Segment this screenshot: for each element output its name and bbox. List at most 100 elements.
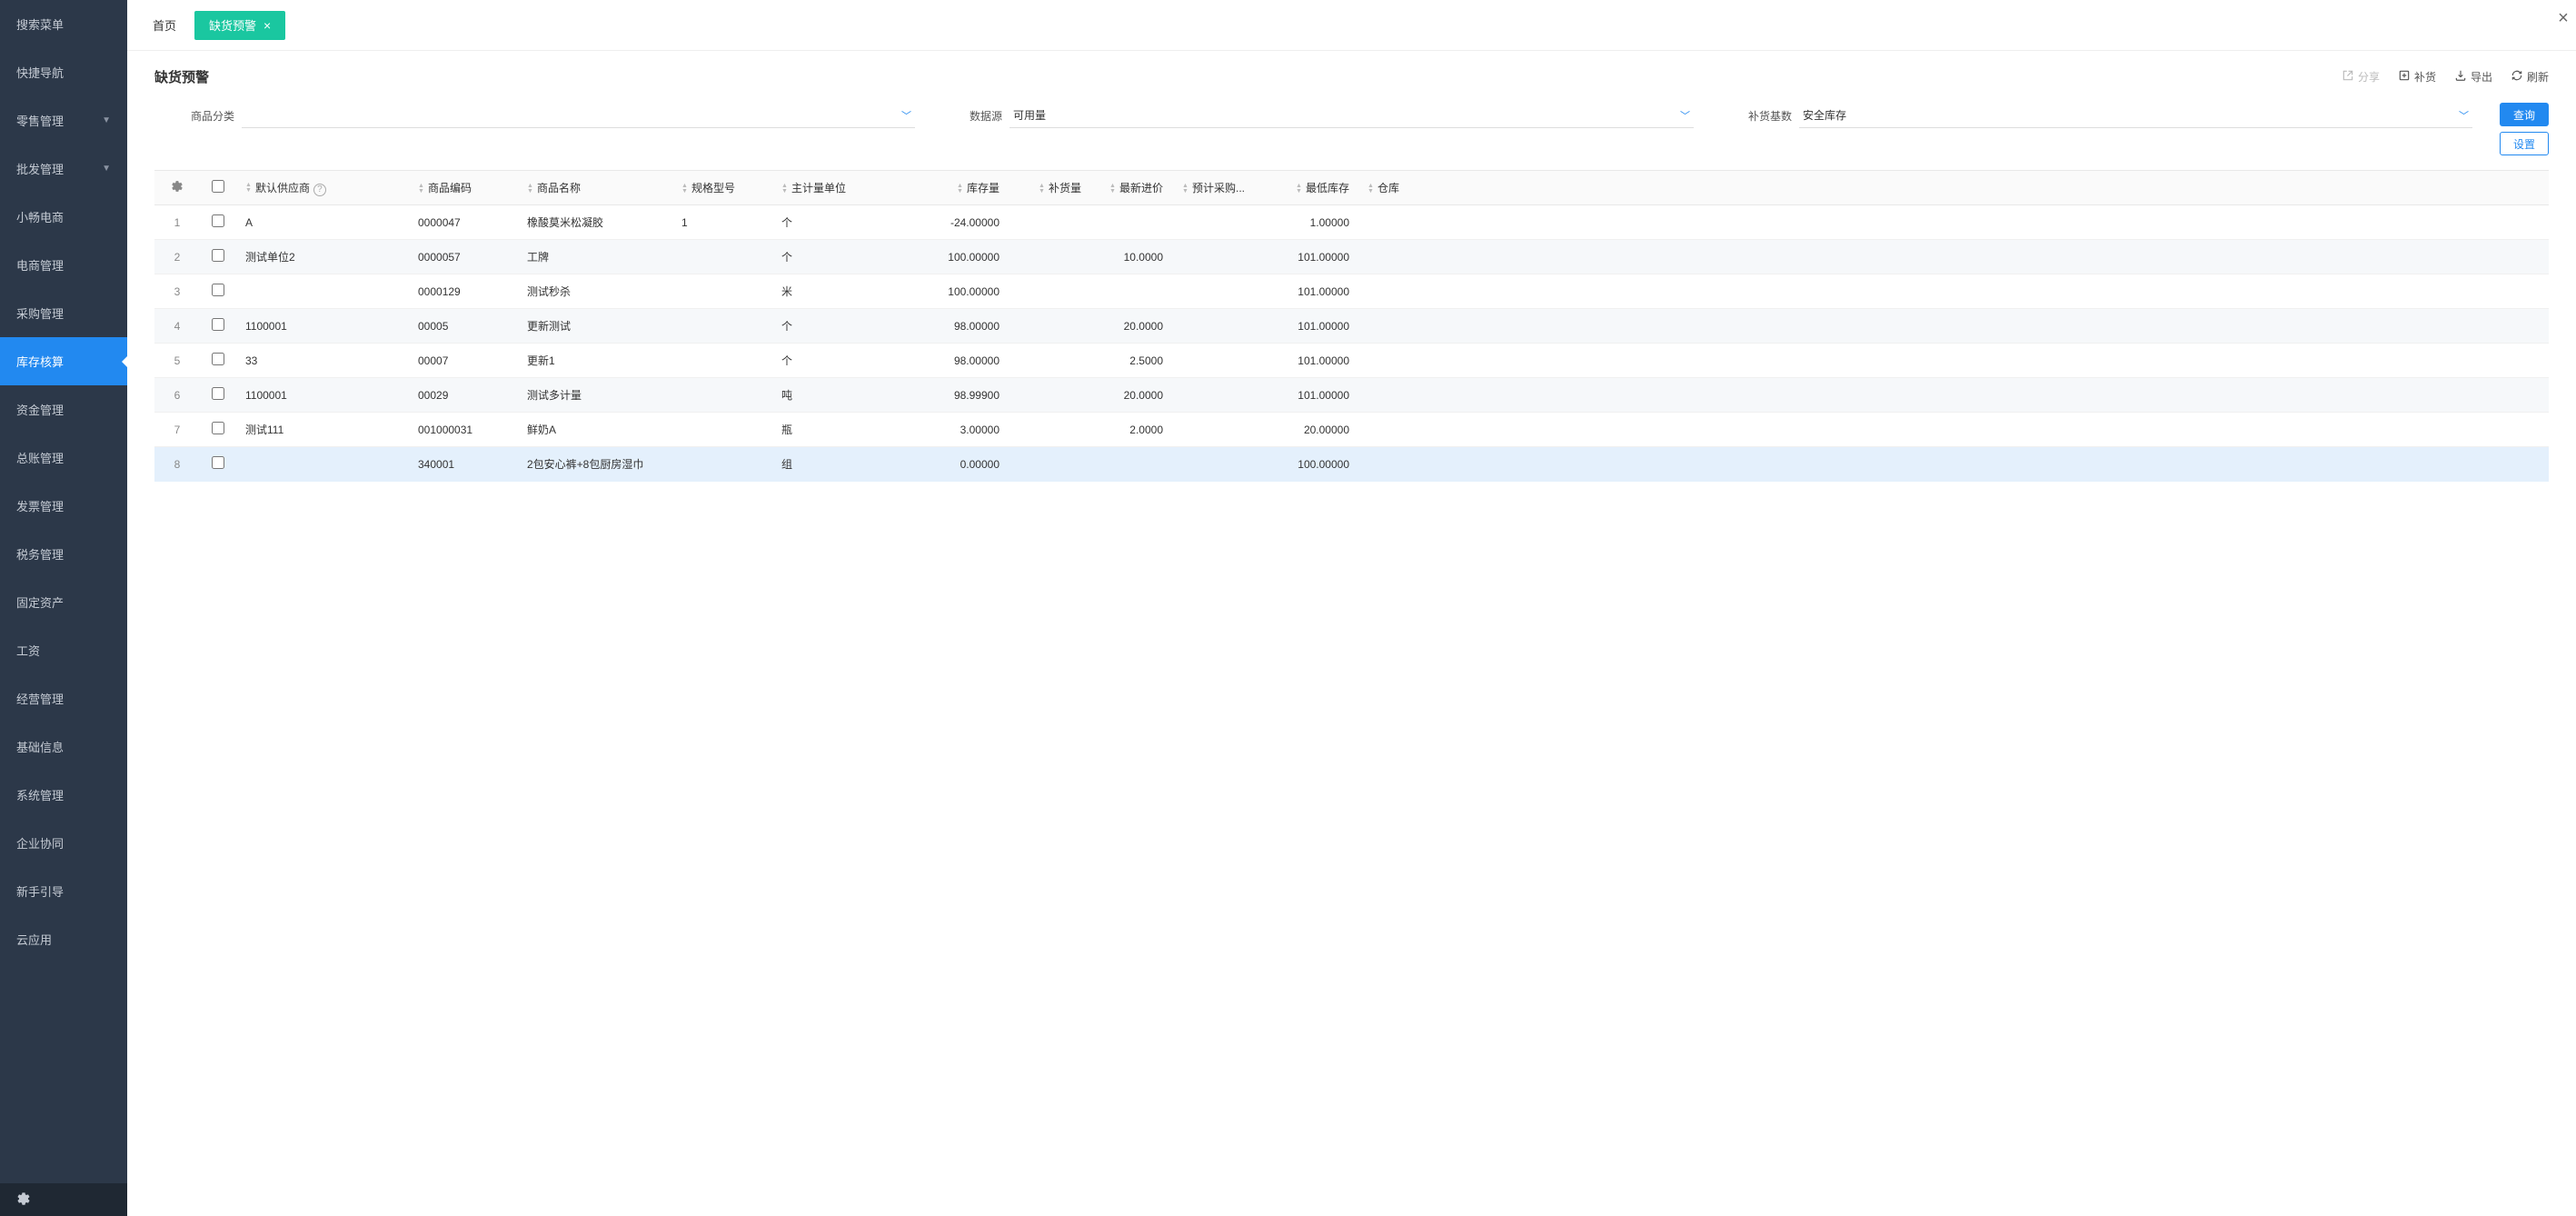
table-row[interactable]: 4110000100005更新测试个98.0000020.0000101.000… — [154, 309, 2549, 344]
export-button[interactable]: 导出 — [2454, 69, 2492, 85]
row-checkbox-cell — [200, 378, 236, 413]
sidebar-item-label: 搜索菜单 — [16, 15, 64, 33]
cell-unit: 个 — [772, 205, 890, 240]
cell-replenish — [1009, 309, 1090, 344]
sidebar-item-label: 快捷导航 — [16, 64, 64, 81]
tab-bar: 首页 缺货预警 × × — [127, 0, 2576, 51]
cell-supplier: 1100001 — [236, 309, 409, 344]
sidebar-item-2[interactable]: 零售管理▼ — [0, 96, 127, 145]
sidebar-item-18[interactable]: 新手引导 — [0, 867, 127, 915]
column-stock[interactable]: ▲▼库存量 — [890, 171, 1009, 205]
cell-spec — [672, 240, 772, 274]
table-row[interactable]: 1A0000047橡酸莫米松凝胶1个-24.000001.00000 — [154, 205, 2549, 240]
cell-name: 测试多计量 — [518, 378, 672, 413]
row-checkbox[interactable] — [212, 214, 224, 227]
caret-down-icon: ▼ — [102, 115, 111, 125]
cell-replenish — [1009, 240, 1090, 274]
help-icon[interactable]: ? — [313, 184, 326, 196]
sidebar-item-6[interactable]: 采购管理 — [0, 289, 127, 337]
cell-price: 10.0000 — [1090, 240, 1172, 274]
row-checkbox[interactable] — [212, 422, 224, 434]
sidebar-item-4[interactable]: 小畅电商 — [0, 193, 127, 241]
source-select[interactable]: 可用量 ﹀ — [1010, 103, 1694, 128]
sidebar-item-3[interactable]: 批发管理▼ — [0, 145, 127, 193]
column-warehouse[interactable]: ▲▼仓库 — [1358, 171, 2549, 205]
cell-min: 100.00000 — [1254, 447, 1358, 482]
row-checkbox[interactable] — [212, 387, 224, 400]
gear-icon[interactable] — [16, 1191, 31, 1209]
table-row[interactable]: 6110000100029测试多计量吨98.9990020.0000101.00… — [154, 378, 2549, 413]
settings-button[interactable]: 设置 — [2500, 132, 2549, 155]
sidebar-item-7[interactable]: 库存核算 — [0, 337, 127, 385]
close-all-icon[interactable]: × — [2551, 5, 2576, 31]
table-row[interactable]: 30000129测试秒杀米100.00000101.00000 — [154, 274, 2549, 309]
column-name[interactable]: ▲▼商品名称 — [518, 171, 672, 205]
cell-stock: 3.00000 — [890, 413, 1009, 447]
share-button[interactable]: 分享 — [2342, 69, 2380, 85]
filter-category: 商品分类 ﹀ — [191, 103, 915, 128]
column-replenish[interactable]: ▲▼补货量 — [1009, 171, 1090, 205]
base-select[interactable]: 安全库存 ﹀ — [1799, 103, 2472, 128]
sidebar-item-label: 新手引导 — [16, 882, 64, 900]
sidebar-item-14[interactable]: 经营管理 — [0, 674, 127, 723]
sidebar-item-10[interactable]: 发票管理 — [0, 482, 127, 530]
sidebar-item-8[interactable]: 资金管理 — [0, 385, 127, 434]
row-checkbox[interactable] — [212, 456, 224, 469]
row-checkbox[interactable] — [212, 284, 224, 296]
sidebar-item-15[interactable]: 基础信息 — [0, 723, 127, 771]
sidebar-item-11[interactable]: 税务管理 — [0, 530, 127, 578]
column-budget[interactable]: ▲▼预计采购... — [1172, 171, 1254, 205]
column-supplier[interactable]: ▲▼默认供应商? — [236, 171, 409, 205]
sidebar-item-9[interactable]: 总账管理 — [0, 434, 127, 482]
cell-code: 00029 — [409, 378, 518, 413]
row-checkbox[interactable] — [212, 249, 224, 262]
sidebar-item-19[interactable]: 云应用 — [0, 915, 127, 963]
replenish-button[interactable]: 补货 — [2398, 69, 2436, 85]
table-row[interactable]: 83400012包安心裤+8包厨房湿巾组0.00000100.00000 — [154, 447, 2549, 482]
column-spec[interactable]: ▲▼规格型号 — [672, 171, 772, 205]
column-min[interactable]: ▲▼最低库存 — [1254, 171, 1358, 205]
table-wrap: ▲▼默认供应商? ▲▼商品编码 ▲▼商品名称 ▲▼规格型号 ▲▼主计量单位 ▲▼… — [127, 170, 2576, 1216]
row-index: 5 — [154, 344, 200, 378]
query-button[interactable]: 查询 — [2500, 103, 2549, 126]
cell-replenish — [1009, 378, 1090, 413]
cell-stock: 98.00000 — [890, 344, 1009, 378]
select-all-checkbox[interactable] — [212, 180, 224, 193]
column-price[interactable]: ▲▼最新进价 — [1090, 171, 1172, 205]
tab-home[interactable]: 首页 — [138, 11, 191, 40]
close-icon[interactable]: × — [264, 19, 271, 32]
sidebar-item-17[interactable]: 企业协同 — [0, 819, 127, 867]
cell-stock: 100.00000 — [890, 274, 1009, 309]
row-checkbox[interactable] — [212, 318, 224, 331]
sidebar: 搜索菜单快捷导航零售管理▼批发管理▼小畅电商电商管理采购管理库存核算资金管理总账… — [0, 0, 127, 1216]
sidebar-item-5[interactable]: 电商管理 — [0, 241, 127, 289]
row-checkbox[interactable] — [212, 353, 224, 365]
cell-spec — [672, 447, 772, 482]
sidebar-item-16[interactable]: 系统管理 — [0, 771, 127, 819]
column-settings[interactable] — [154, 171, 200, 205]
cell-spec — [672, 274, 772, 309]
filter-source-label: 数据源 — [970, 108, 1002, 124]
sidebar-item-13[interactable]: 工资 — [0, 626, 127, 674]
cell-supplier: 测试单位2 — [236, 240, 409, 274]
cell-code: 00007 — [409, 344, 518, 378]
table-row[interactable]: 53300007更新1个98.000002.5000101.00000 — [154, 344, 2549, 378]
refresh-button[interactable]: 刷新 — [2511, 69, 2549, 85]
category-select[interactable]: ﹀ — [242, 103, 915, 128]
cell-min: 101.00000 — [1254, 309, 1358, 344]
sidebar-item-1[interactable]: 快捷导航 — [0, 48, 127, 96]
row-checkbox-cell — [200, 447, 236, 482]
row-index: 7 — [154, 413, 200, 447]
column-unit[interactable]: ▲▼主计量单位 — [772, 171, 890, 205]
cell-stock: 98.99900 — [890, 378, 1009, 413]
sidebar-item-12[interactable]: 固定资产 — [0, 578, 127, 626]
row-index: 2 — [154, 240, 200, 274]
sidebar-item-0[interactable]: 搜索菜单 — [0, 0, 127, 48]
table-row[interactable]: 2测试单位20000057工牌个100.0000010.0000101.0000… — [154, 240, 2549, 274]
tab-shortage-warning[interactable]: 缺货预警 × — [194, 11, 285, 40]
table-row[interactable]: 7测试111001000031鲜奶A瓶3.000002.000020.00000 — [154, 413, 2549, 447]
column-code[interactable]: ▲▼商品编码 — [409, 171, 518, 205]
cell-name: 橡酸莫米松凝胶 — [518, 205, 672, 240]
row-index: 6 — [154, 378, 200, 413]
cell-price — [1090, 274, 1172, 309]
